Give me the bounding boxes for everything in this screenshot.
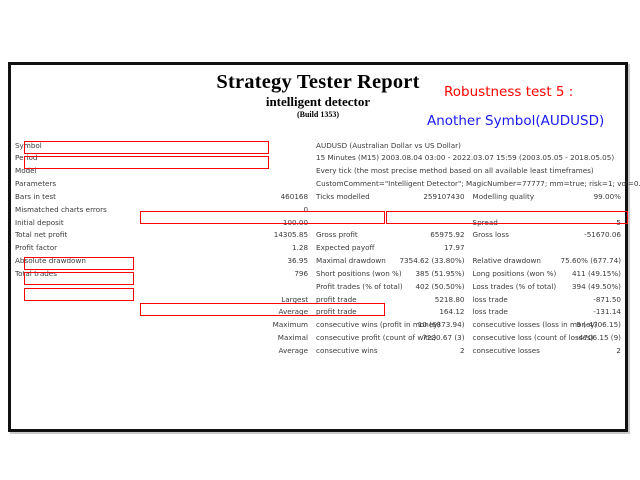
profit-factor-label: Profit factor xyxy=(15,243,58,253)
profit-trades-label: Profit trades (% of total) xyxy=(316,281,403,291)
table-row-parameters: Parameters CustomComment="Intelligent De… xyxy=(11,177,640,190)
modelling-quality-value: 99.00% xyxy=(593,191,621,201)
symbol-value: AUDUSD (Australian Dollar vs US Dollar) xyxy=(316,140,461,150)
maximum-group-label: Maximum xyxy=(272,320,309,330)
average-profit-trade-label: profit trade xyxy=(316,307,357,317)
parameters-value: CustomComment="Intelligent Detector"; Ma… xyxy=(316,179,640,189)
ticks-modelled-label: Ticks modelled xyxy=(316,191,370,201)
table-row-total-trades: Total trades 796 Short positions (won %)… xyxy=(11,267,625,280)
long-positions-label: Long positions (won %) xyxy=(472,268,557,278)
largest-loss-trade-label: loss trade xyxy=(472,294,508,304)
ticks-modelled-value: 259107430 xyxy=(423,191,465,201)
total-net-profit-label: Total net profit xyxy=(15,230,68,240)
maximal-group-label: Maximal xyxy=(277,333,309,343)
gross-profit-label: Gross profit xyxy=(316,230,358,240)
maximal-consecutive-profit-label: consecutive profit (count of wins) xyxy=(316,333,437,343)
model-value: Every tick (the most precise method base… xyxy=(316,166,594,176)
period-value: 15 Minutes (M15) 2003.08.04 03:00 - 2022… xyxy=(316,153,615,163)
table-row-maximal-consecutive: Maximal consecutive profit (count of win… xyxy=(11,331,625,344)
gross-loss-value: -51670.06 xyxy=(584,230,621,240)
table-row-average: Average profit trade 164.12 loss trade -… xyxy=(11,306,625,319)
expected-payoff-label: Expected payoff xyxy=(316,243,375,253)
maximal-consecutive-loss-label: consecutive loss (count of losses) xyxy=(472,333,594,343)
expected-payoff-value: 17.97 xyxy=(443,243,465,253)
average-group-label: Average xyxy=(278,307,309,317)
absolute-drawdown-label: Absolute drawdown xyxy=(15,256,86,266)
report-statistics-table: Symbol AUDUSD (Australian Dollar vs US D… xyxy=(11,139,640,357)
average-consecutive-group-label: Average xyxy=(278,345,309,355)
maximal-drawdown-value: 7354.62 (33.80%) xyxy=(399,256,465,266)
avg-consecutive-wins-value: 2 xyxy=(459,345,465,355)
largest-profit-trade-value: 5218.80 xyxy=(434,294,465,304)
loss-trades-value: 394 (49.50%) xyxy=(571,281,621,291)
maximal-drawdown-label: Maximal drawdown xyxy=(316,256,386,266)
loss-trades-label: Loss trades (% of total) xyxy=(472,281,557,291)
max-consecutive-losses-label: consecutive losses (loss in money) xyxy=(472,320,598,330)
strategy-tester-report: Strategy Tester Report intelligent detec… xyxy=(8,62,640,432)
profit-trades-value: 402 (50.50%) xyxy=(415,281,465,291)
average-loss-trade-label: loss trade xyxy=(472,307,508,317)
table-row-symbol: Symbol AUDUSD (Australian Dollar vs US D… xyxy=(11,139,625,152)
avg-consecutive-losses-value: 2 xyxy=(616,345,621,355)
report-subtitle: intelligent detector xyxy=(265,93,371,109)
table-row-profit-factor: Profit factor 1.28 Expected payoff 17.97 xyxy=(11,242,625,255)
short-positions-label: Short positions (won %) xyxy=(316,268,402,278)
avg-consecutive-wins-label: consecutive wins xyxy=(316,345,378,355)
report-heading: Strategy Tester Report intelligent detec… xyxy=(11,65,625,121)
table-row-average-consecutive: Average consecutive wins 2 consecutive l… xyxy=(11,344,625,357)
mismatched-charts-value: 0 xyxy=(303,204,309,214)
relative-drawdown-label: Relative drawdown xyxy=(472,256,541,266)
max-consecutive-losses-value: 9 (-4706.15) xyxy=(576,320,621,330)
table-row-largest: Largest profit trade 5218.80 loss trade … xyxy=(11,293,625,306)
average-profit-trade-value: 164.12 xyxy=(439,307,465,317)
gross-loss-label: Gross loss xyxy=(472,230,509,240)
table-row-initial-deposit: Initial deposit 100.00 Spread 5 xyxy=(11,216,625,229)
average-loss-trade-value: -131.14 xyxy=(593,307,621,317)
table-row-model: Model Every tick (the most precise metho… xyxy=(11,165,625,178)
maximal-consecutive-profit-value: 7230.67 (3) xyxy=(422,333,465,343)
total-trades-value: 796 xyxy=(294,268,309,278)
table-row-profit-trades: Profit trades (% of total) 402 (50.50%) … xyxy=(11,280,625,293)
table-row-absolute-drawdown: Absolute drawdown 36.95 Maximal drawdown… xyxy=(11,254,625,267)
period-label: Period xyxy=(15,153,38,163)
table-row-maximum-consecutive: Maximum consecutive wins (profit in mone… xyxy=(11,319,625,332)
max-consecutive-wins-label: consecutive wins (profit in money) xyxy=(316,320,441,330)
table-row-total-net-profit: Total net profit 14305.85 Gross profit 6… xyxy=(11,229,625,242)
largest-profit-trade-label: profit trade xyxy=(316,294,357,304)
maximal-consecutive-loss-value: -4706.15 (9) xyxy=(576,333,621,343)
modelling-quality-label: Modelling quality xyxy=(472,191,535,201)
gross-profit-value: 65975.92 xyxy=(430,230,465,240)
avg-consecutive-losses-label: consecutive losses xyxy=(472,345,540,355)
profit-factor-value: 1.28 xyxy=(292,243,309,253)
parameters-label: Parameters xyxy=(15,179,57,189)
table-row-period: Period 15 Minutes (M15) 2003.08.04 03:00… xyxy=(11,152,625,165)
annotation-another-symbol: Another Symbol(AUDUSD) xyxy=(427,113,605,129)
mismatched-charts-label: Mismatched charts errors xyxy=(15,204,107,214)
long-positions-value: 411 (49.15%) xyxy=(571,268,621,278)
table-row-bars-in-test: Bars in test 460168 Ticks modelled 25910… xyxy=(11,190,625,203)
spread-value: 5 xyxy=(616,217,621,227)
short-positions-value: 385 (51.95%) xyxy=(415,268,465,278)
model-label: Model xyxy=(15,166,37,176)
bars-in-test-value: 460168 xyxy=(280,191,309,201)
annotation-robustness-test: Robustness test 5 : xyxy=(444,84,574,100)
total-net-profit-value: 14305.85 xyxy=(273,230,309,240)
initial-deposit-value: 100.00 xyxy=(282,217,309,227)
relative-drawdown-value: 75.60% (677.74) xyxy=(560,256,621,266)
spread-label: Spread xyxy=(472,217,498,227)
absolute-drawdown-value: 36.95 xyxy=(287,256,309,266)
page-title: Strategy Tester Report xyxy=(216,71,420,93)
bars-in-test-label: Bars in test xyxy=(15,191,56,201)
table-row-mismatched-charts: Mismatched charts errors 0 xyxy=(11,203,625,216)
symbol-label: Symbol xyxy=(15,140,42,150)
initial-deposit-label: Initial deposit xyxy=(15,217,64,227)
largest-loss-trade-value: -871.50 xyxy=(593,294,621,304)
report-build-number: (Build 1353) xyxy=(296,110,339,120)
total-trades-label: Total trades xyxy=(15,268,57,278)
max-consecutive-wins-value: 10 (6873.94) xyxy=(417,320,465,330)
largest-group-label: Largest xyxy=(281,294,309,304)
